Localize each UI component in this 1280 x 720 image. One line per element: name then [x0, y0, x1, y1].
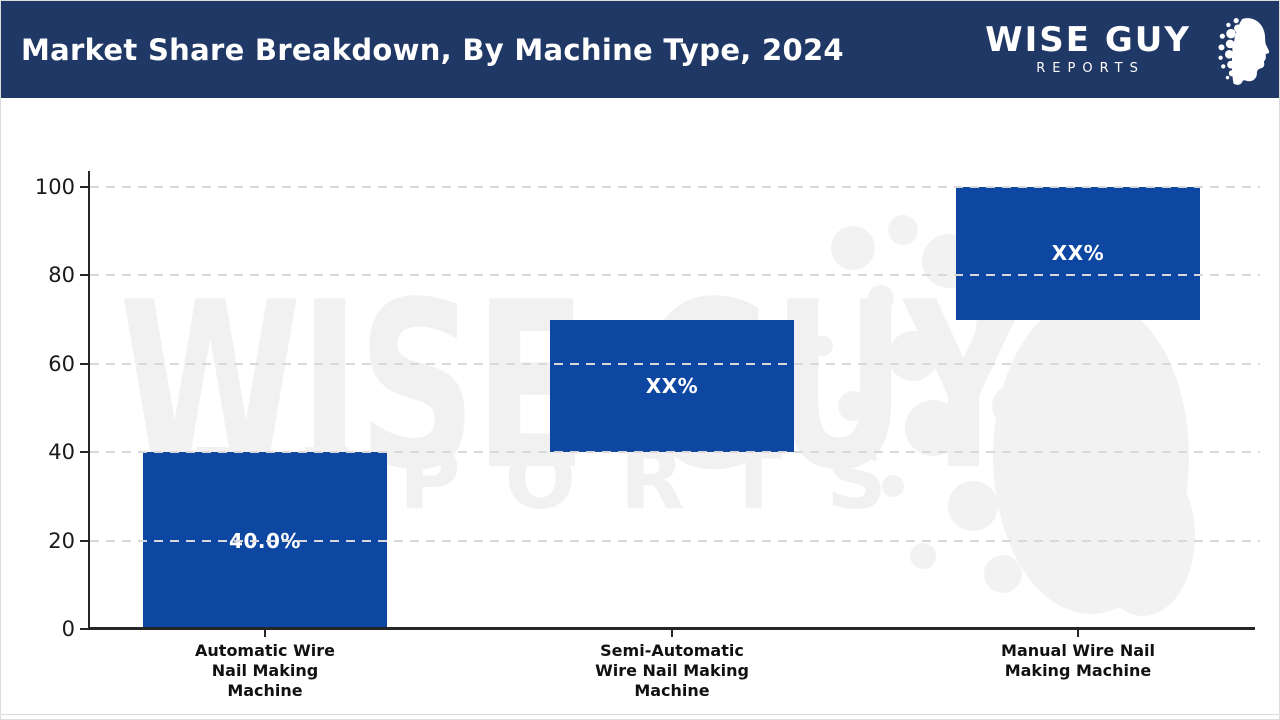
wiseguy-head-icon: [1218, 17, 1269, 85]
page-title: Market Share Breakdown, By Machine Type,…: [21, 32, 844, 67]
y-axis-tick-mark: [80, 628, 89, 630]
x-axis-category-label: Semi-Automatic Wire Nail Making Machine: [532, 641, 812, 701]
y-axis-tick-mark: [80, 539, 89, 542]
y-axis-tick-label: 100: [34, 175, 75, 199]
x-label-line: Machine: [634, 681, 710, 700]
x-label-line: Wire Nail Making: [595, 661, 749, 680]
x-axis-category-label: Automatic Wire Nail Making Machine: [125, 641, 405, 701]
x-axis-line: [88, 627, 1255, 630]
y-axis-tick-label: 20: [48, 528, 75, 553]
y-axis-tick-label: 80: [48, 263, 75, 288]
x-label-line: Manual Wire Nail: [1001, 641, 1155, 660]
x-label-line: Automatic Wire: [195, 641, 335, 660]
y-axis-tick-mark: [80, 362, 89, 365]
x-axis-tick-mark: [264, 630, 266, 637]
x-label-line: Making Machine: [1004, 661, 1152, 680]
y-axis-tick-label: 0: [61, 617, 75, 641]
x-axis-tick-mark: [671, 630, 673, 637]
y-axis-tick-mark: [80, 274, 89, 277]
header-bar: Market Share Breakdown, By Machine Type,…: [1, 1, 1279, 98]
wiseguy-logo: WISE GUY REPORTS: [985, 10, 1269, 90]
y-axis-tick-label: 40: [48, 440, 75, 465]
gridline: [90, 186, 1260, 188]
x-label-line: Nail Making: [211, 661, 319, 680]
bar-value-label: XX%: [645, 373, 699, 398]
bar-segment: XX%: [956, 187, 1200, 320]
logo-name-text: WISE GUY: [985, 20, 1191, 60]
bar-value-label: XX%: [1051, 241, 1105, 266]
y-axis-tick-mark: [80, 186, 89, 188]
y-axis-tick-label: 60: [48, 351, 75, 376]
x-axis-category-label: Manual Wire Nail Making Machine: [938, 641, 1218, 681]
x-axis-tick-mark: [1077, 630, 1079, 637]
x-label-line: Machine: [227, 681, 303, 700]
x-label-line: Semi-Automatic: [600, 641, 744, 660]
y-axis-line: [88, 171, 90, 629]
gridline: [90, 362, 1260, 365]
gridline: [90, 274, 1260, 277]
logo-sub-text: REPORTS: [1036, 61, 1145, 76]
gridline: [90, 451, 1260, 454]
bar-segment: XX%: [550, 319, 794, 453]
y-axis-tick-mark: [80, 451, 89, 454]
gridline: [90, 539, 1260, 542]
wiseguy-logo-text: WISE GUY REPORTS: [985, 23, 1191, 76]
bottom-border-line: [1, 714, 1279, 715]
